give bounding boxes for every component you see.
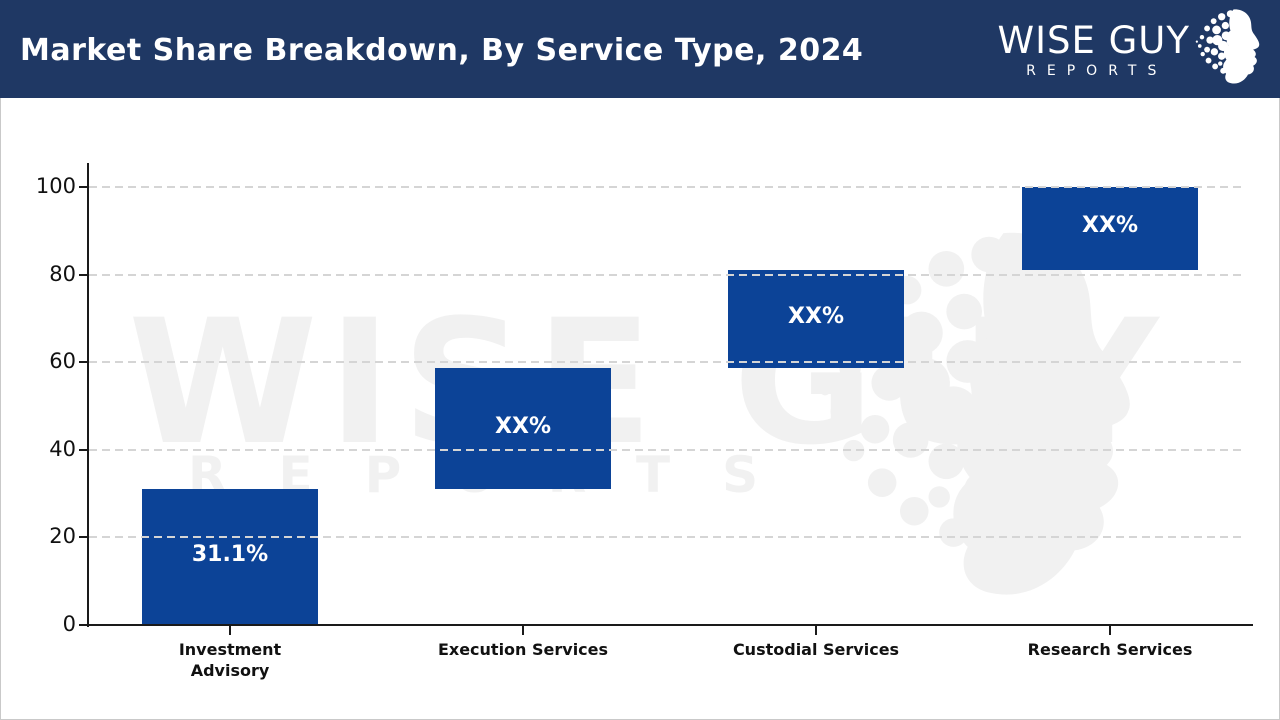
gridline-y-40: [89, 448, 1245, 451]
y-axis-tick: [79, 361, 88, 364]
bar-value-label: XX%: [495, 413, 551, 439]
wise-guy-head-icon: [1192, 8, 1266, 92]
x-axis-tick: [815, 626, 817, 635]
x-axis-category-label: Execution Services: [437, 640, 609, 659]
y-axis-tick: [79, 624, 88, 626]
logo-text: WISE GUY REPORTS: [997, 19, 1190, 79]
bar-1: [142, 488, 318, 625]
bar-value-label: XX%: [788, 304, 844, 330]
y-axis-tick-label: 0: [62, 612, 76, 636]
y-axis-tick: [79, 536, 88, 539]
x-axis-category-label: Custodial Services: [732, 640, 900, 659]
y-axis-tick-label: 60: [49, 349, 76, 374]
bar-value-label: XX%: [1082, 213, 1138, 239]
gridline-y-20: [89, 536, 1245, 539]
gridline-y-60: [89, 361, 1245, 364]
x-axis-tick: [522, 626, 524, 635]
y-axis-tick-label: 40: [49, 436, 76, 461]
x-axis-category-label: Research Services: [1027, 640, 1193, 659]
logo-subtitle: REPORTS: [1026, 62, 1168, 79]
bar-3: [728, 269, 904, 369]
header: Market Share Breakdown, By Service Type,…: [0, 0, 1280, 98]
y-axis-tick: [79, 273, 88, 276]
bar-2: [435, 368, 611, 489]
y-axis-tick: [79, 186, 88, 188]
y-axis-tick-label: 20: [49, 524, 76, 549]
x-axis-tick: [1109, 626, 1111, 635]
x-axis-line: [85, 624, 1253, 626]
x-axis-tick: [229, 626, 231, 635]
page-title: Market Share Breakdown, By Service Type,…: [20, 33, 864, 68]
y-axis-line: [87, 163, 89, 627]
y-axis-tick-label: 80: [49, 261, 76, 286]
gridline-y-80: [89, 273, 1245, 276]
gridline-y-100: [89, 186, 1245, 188]
logo-wordmark: WISE GUY: [997, 19, 1190, 62]
x-axis-category-label: Investment Advisory: [178, 640, 282, 680]
y-axis-tick-label: 100: [35, 174, 76, 198]
wise-guy-logo: WISE GUY REPORTS: [998, 8, 1266, 92]
y-axis-tick: [79, 448, 88, 451]
bar-4: [1022, 187, 1198, 270]
bar-value-label: 31.1%: [191, 541, 269, 567]
